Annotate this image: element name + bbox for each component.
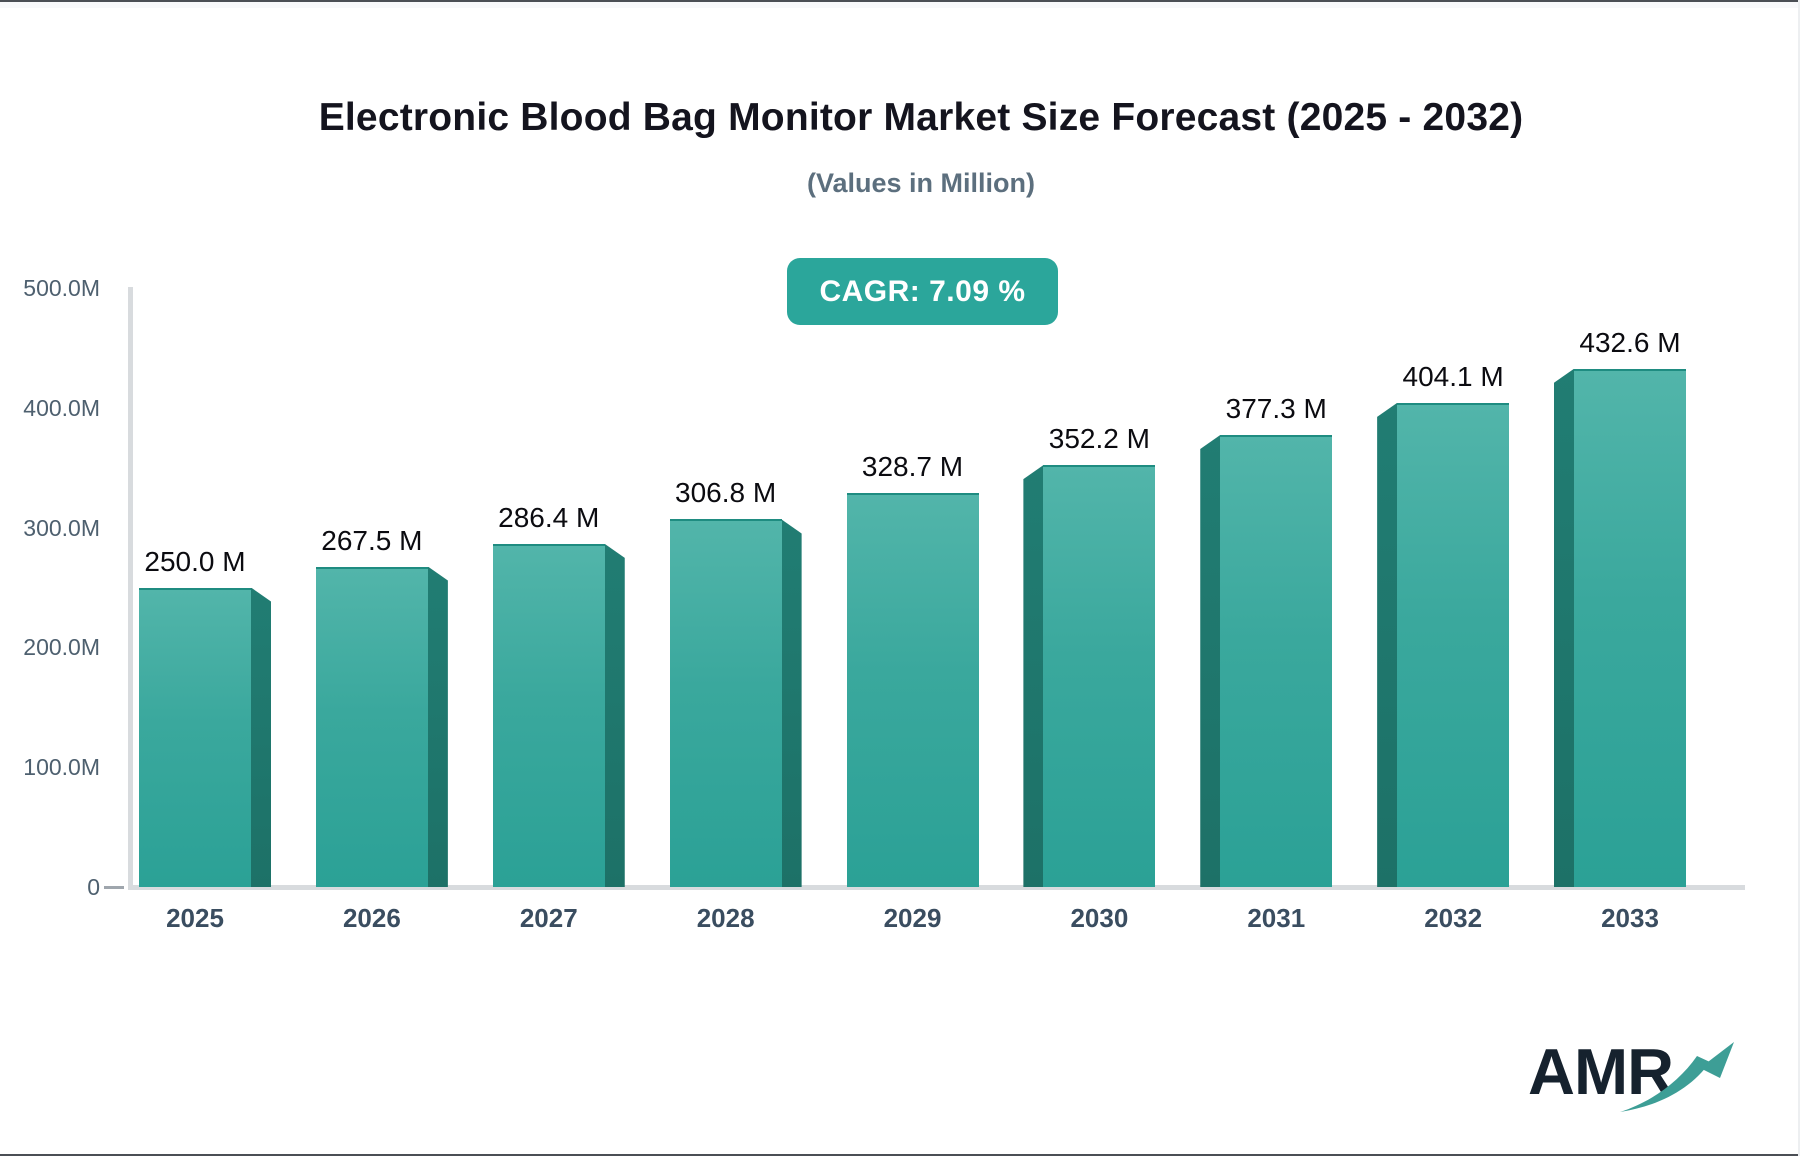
x-axis-year-label: 2026 — [342, 903, 401, 933]
x-axis-year-label: 2028 — [696, 903, 755, 933]
bar-2028[interactable] — [669, 519, 782, 887]
screenshot-right-border — [1798, 0, 1800, 1156]
amr-logo-text: AMR — [1528, 1035, 1674, 1108]
bar-2029[interactable] — [846, 493, 979, 887]
bar-group-2025 — [139, 587, 271, 887]
bar-value-label: 250.0 M — [144, 545, 246, 577]
bar-group-2026 — [315, 566, 448, 887]
bar-value-label: 432.6 M — [1579, 326, 1681, 358]
chart-title: Electronic Blood Bag Monitor Market Size… — [318, 96, 1524, 139]
bar-group-2030 — [1023, 465, 1156, 887]
bar-value-label: 352.2 M — [1048, 423, 1150, 455]
bar-value-label: 267.5 M — [321, 524, 423, 556]
y-axis-zero-tick — [104, 886, 124, 889]
x-axis-year-label: 2029 — [883, 903, 942, 933]
bar-3d-side-face — [1023, 465, 1044, 887]
bar-value-label: 404.1 M — [1402, 360, 1504, 392]
bar-3d-side-face — [604, 543, 625, 887]
x-axis-year-label: 2027 — [519, 903, 578, 933]
bar-group-2028 — [669, 519, 802, 887]
screenshot-top-band — [0, 2, 1800, 8]
x-axis-year-label: 2033 — [1601, 903, 1659, 933]
cagr-badge-label: CAGR: 7.09 % — [819, 274, 1026, 308]
bar-2033[interactable] — [1574, 368, 1686, 887]
bar-2026[interactable] — [315, 566, 428, 887]
bar-group-2033 — [1554, 368, 1686, 887]
bar-group-2027 — [492, 543, 625, 887]
bar-value-label: 328.7 M — [861, 451, 964, 483]
y-axis-tick-label: 500.0M — [23, 275, 100, 301]
y-axis-tick-label: 0 — [87, 874, 100, 900]
y-axis-tick-label: 100.0M — [23, 754, 100, 781]
x-axis-year-label: 2025 — [166, 903, 224, 933]
bar-group-2031 — [1200, 434, 1333, 887]
amr-logo: AMR — [1528, 1032, 1734, 1124]
x-axis-line — [128, 885, 1745, 890]
y-axis-line — [128, 287, 133, 890]
bar-2030[interactable] — [1043, 465, 1156, 887]
bar-value-label: 377.3 M — [1225, 392, 1327, 424]
bar-3d-side-face — [1200, 434, 1221, 887]
trending-up-arrow-icon — [1620, 1042, 1734, 1112]
y-axis-tick-label: 200.0M — [23, 634, 100, 661]
bar-3d-side-face — [1554, 368, 1574, 887]
y-axis-tick-label: 300.0M — [23, 514, 100, 541]
bar-2031[interactable] — [1220, 434, 1333, 887]
bar-2025[interactable] — [139, 587, 251, 887]
bar-value-label: 286.4 M — [498, 501, 600, 533]
screenshot-top-border — [0, 0, 1800, 2]
y-axis-tick-label: 400.0M — [23, 394, 100, 421]
x-axis-year-label: 2031 — [1247, 903, 1306, 933]
cagr-badge: CAGR: 7.09 % — [787, 258, 1058, 325]
bar-3d-side-face — [427, 566, 448, 887]
x-axis-year-label: 2030 — [1070, 903, 1129, 933]
bar-2032[interactable] — [1397, 402, 1510, 887]
bar-group-2029 — [846, 493, 979, 887]
screenshot-bottom-border — [0, 1154, 1800, 1156]
bar-group-2032 — [1377, 402, 1510, 887]
bar-value-label: 306.8 M — [675, 477, 777, 509]
bar-2027[interactable] — [492, 543, 605, 887]
bar-3d-side-face — [781, 519, 802, 887]
x-axis-year-label: 2032 — [1424, 903, 1483, 933]
chart-subtitle: (Values in Million) — [806, 168, 1036, 198]
bar-3d-side-face — [251, 587, 271, 887]
bar-3d-side-face — [1377, 402, 1398, 887]
